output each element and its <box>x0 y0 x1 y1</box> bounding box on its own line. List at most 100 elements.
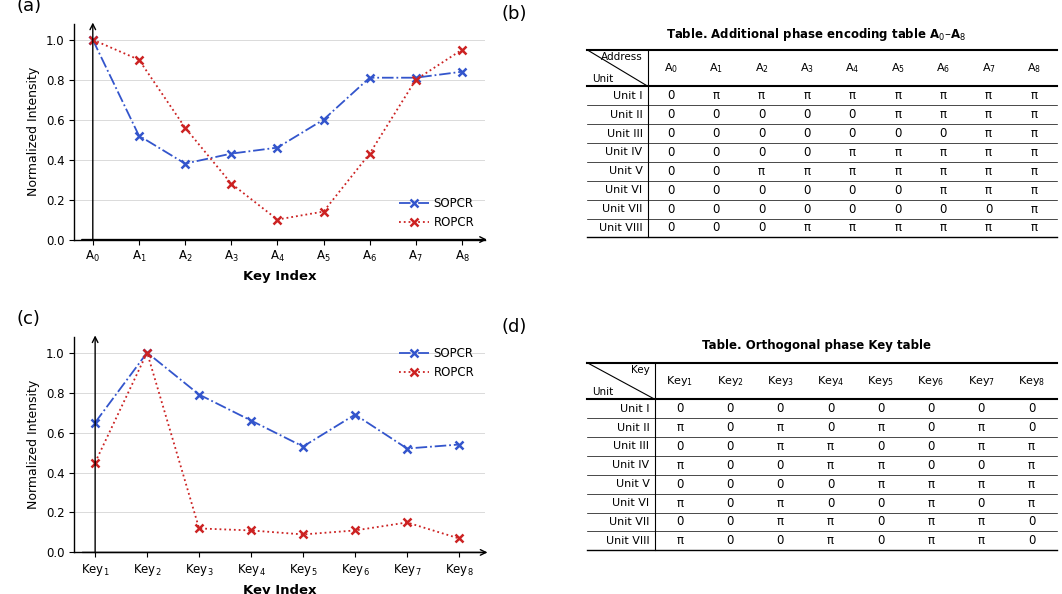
Text: A$_3$: A$_3$ <box>800 61 813 75</box>
SOPCR <box>410 74 423 81</box>
Text: π: π <box>1028 478 1035 491</box>
Text: 0: 0 <box>877 402 885 415</box>
Text: π: π <box>849 165 856 178</box>
Y-axis label: Normalized Intensity: Normalized Intensity <box>28 380 40 509</box>
ROPCR <box>89 459 102 466</box>
Y-axis label: Normalized Intensity: Normalized Intensity <box>28 67 40 196</box>
Text: π: π <box>1030 165 1038 178</box>
Text: 0: 0 <box>726 440 734 453</box>
Text: 0: 0 <box>758 203 766 216</box>
Line: SOPCR: SOPCR <box>91 349 463 453</box>
Text: 0: 0 <box>667 203 674 216</box>
Text: Unit: Unit <box>593 74 614 84</box>
Text: π: π <box>676 421 683 434</box>
Text: 0: 0 <box>667 146 674 159</box>
Text: 0: 0 <box>758 127 766 140</box>
Text: π: π <box>758 89 765 102</box>
Text: 0: 0 <box>713 184 720 197</box>
Text: 0: 0 <box>713 146 720 159</box>
Text: π: π <box>1030 146 1038 159</box>
Text: 0: 0 <box>803 146 810 159</box>
Line: ROPCR: ROPCR <box>88 36 466 224</box>
Text: Unit IV: Unit IV <box>613 460 649 470</box>
Text: Key$_1$: Key$_1$ <box>666 374 693 388</box>
Text: Key$_8$: Key$_8$ <box>1018 374 1045 388</box>
Text: 0: 0 <box>776 459 784 472</box>
Text: 0: 0 <box>978 459 986 472</box>
Text: 0: 0 <box>667 165 674 178</box>
Text: π: π <box>827 459 834 472</box>
Text: Key$_5$: Key$_5$ <box>868 374 894 388</box>
Text: π: π <box>978 478 984 491</box>
Text: 0: 0 <box>726 535 734 547</box>
Text: π: π <box>1030 184 1038 197</box>
Text: Unit V: Unit V <box>616 479 649 489</box>
Text: 0: 0 <box>827 478 835 491</box>
Text: π: π <box>894 165 902 178</box>
Text: π: π <box>713 89 720 102</box>
Text: 0: 0 <box>758 108 766 121</box>
Text: π: π <box>927 497 935 510</box>
SOPCR <box>192 391 205 398</box>
SOPCR <box>141 349 154 356</box>
SOPCR <box>271 144 284 151</box>
Text: 0: 0 <box>894 184 902 197</box>
ROPCR <box>133 56 145 64</box>
Text: 0: 0 <box>676 478 684 491</box>
Text: 0: 0 <box>927 440 935 453</box>
Text: 0: 0 <box>927 459 935 472</box>
Text: 0: 0 <box>667 108 674 121</box>
Text: π: π <box>986 184 992 197</box>
Text: Unit VIII: Unit VIII <box>605 536 649 546</box>
Text: 0: 0 <box>877 497 885 510</box>
Text: 0: 0 <box>776 478 784 491</box>
SOPCR <box>456 68 468 75</box>
Text: Unit VII: Unit VII <box>609 517 649 527</box>
Text: 0: 0 <box>776 535 784 547</box>
ROPCR <box>318 208 330 215</box>
X-axis label: Key Index: Key Index <box>243 270 316 283</box>
SOPCR <box>89 419 102 426</box>
Text: π: π <box>1030 127 1038 140</box>
Text: 0: 0 <box>1028 516 1035 529</box>
Text: Unit III: Unit III <box>614 441 649 451</box>
Text: Unit VII: Unit VII <box>602 204 643 214</box>
ROPCR <box>410 76 423 83</box>
Text: Key$_6$: Key$_6$ <box>918 374 945 388</box>
Text: π: π <box>940 89 946 102</box>
Text: π: π <box>940 146 946 159</box>
Text: 0: 0 <box>803 108 810 121</box>
Text: (a): (a) <box>17 0 42 15</box>
Text: 0: 0 <box>713 165 720 178</box>
Text: Key$_7$: Key$_7$ <box>967 374 995 388</box>
Text: 0: 0 <box>827 402 835 415</box>
ROPCR <box>178 124 191 131</box>
Text: π: π <box>940 184 946 197</box>
SOPCR <box>225 150 238 157</box>
Text: (c): (c) <box>17 309 40 328</box>
Text: π: π <box>940 108 946 121</box>
Text: A$_6$: A$_6$ <box>936 61 950 75</box>
Text: π: π <box>776 421 784 434</box>
Text: 0: 0 <box>758 184 766 197</box>
Text: 0: 0 <box>726 459 734 472</box>
Text: Address: Address <box>601 52 643 62</box>
Text: A$_8$: A$_8$ <box>1027 61 1041 75</box>
Text: A$_7$: A$_7$ <box>981 61 995 75</box>
Text: 0: 0 <box>1028 402 1035 415</box>
Line: SOPCR: SOPCR <box>88 36 466 168</box>
ROPCR <box>141 349 154 356</box>
Text: π: π <box>758 165 765 178</box>
SOPCR <box>296 443 309 450</box>
Text: π: π <box>676 459 683 472</box>
Text: 0: 0 <box>849 184 856 197</box>
Text: π: π <box>877 459 885 472</box>
Text: Unit V: Unit V <box>609 166 643 176</box>
SOPCR <box>86 36 99 43</box>
Text: 0: 0 <box>849 203 856 216</box>
Text: 0: 0 <box>758 146 766 159</box>
Text: 0: 0 <box>803 184 810 197</box>
SOPCR <box>452 441 465 448</box>
Text: 0: 0 <box>776 402 784 415</box>
Text: π: π <box>1028 440 1035 453</box>
